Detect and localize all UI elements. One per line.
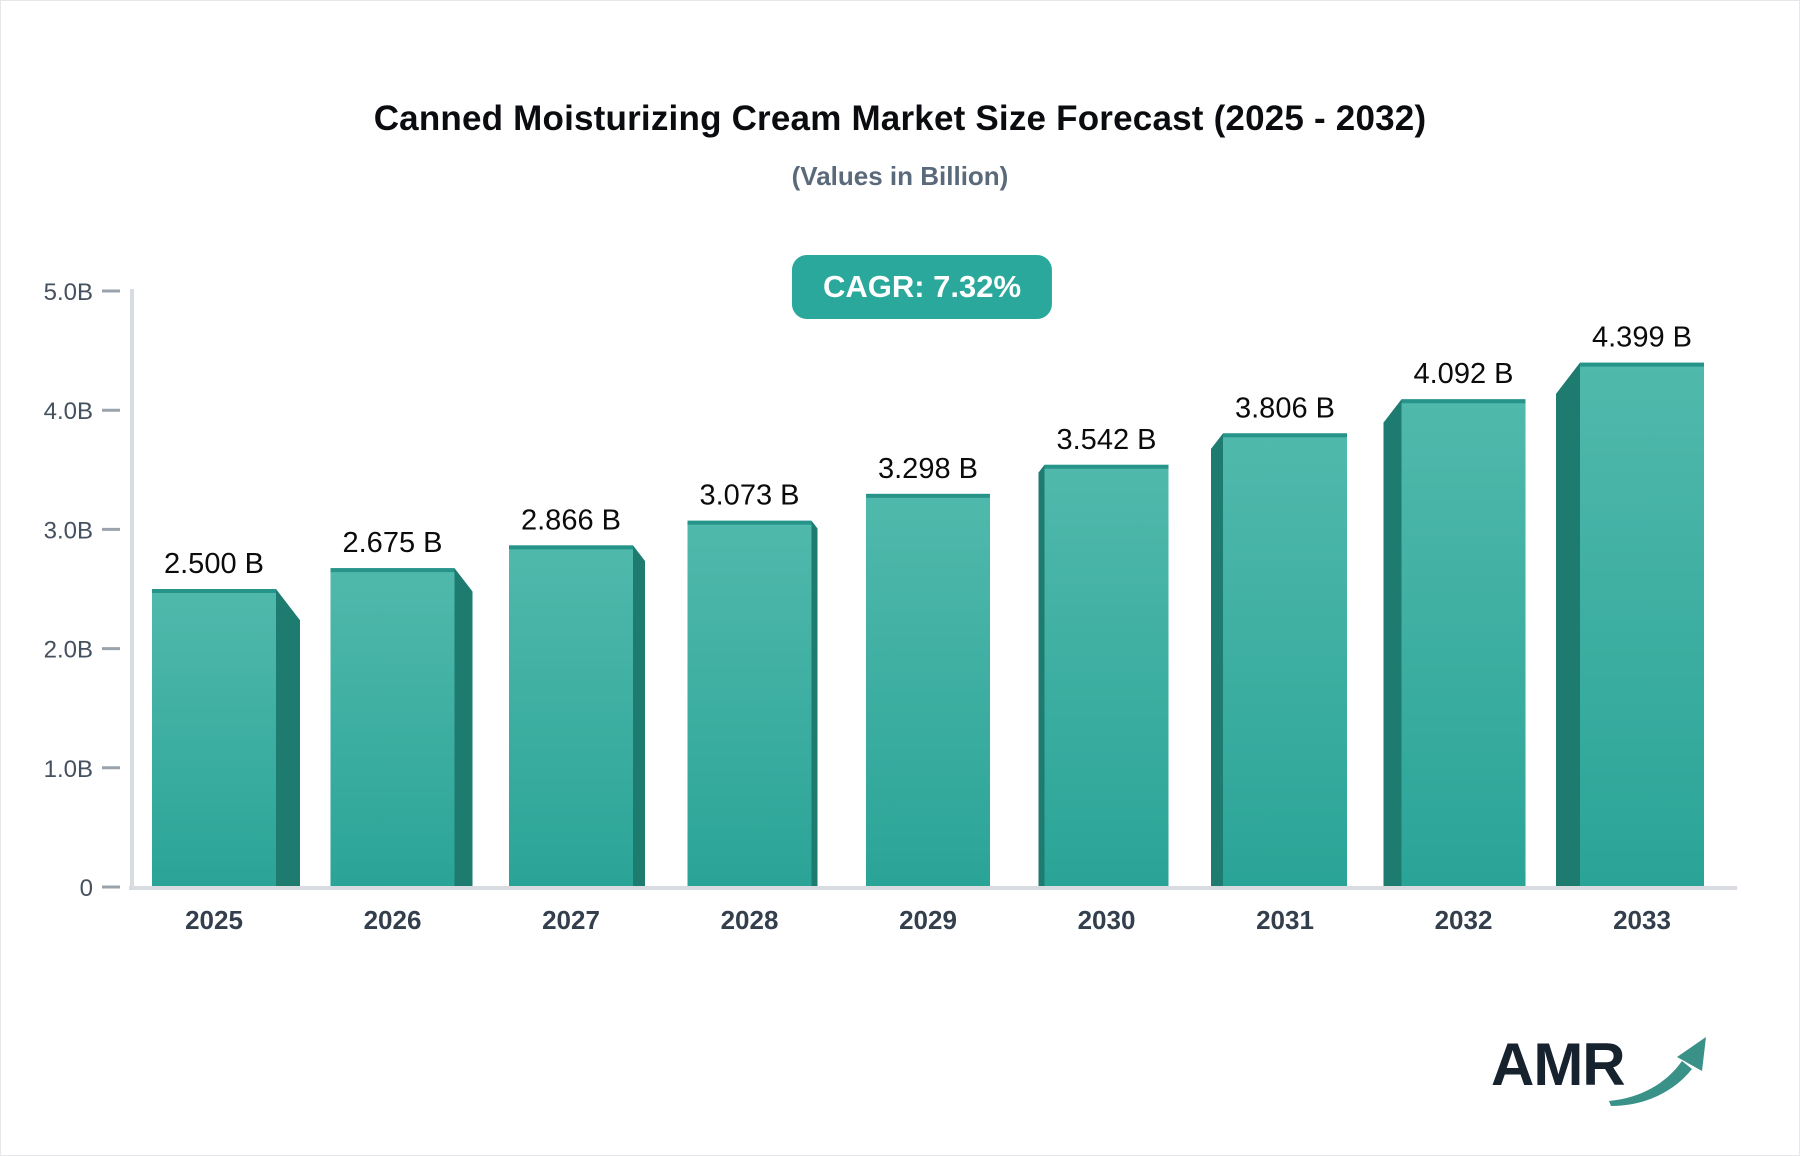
bar-value-label: 3.073 B (700, 480, 800, 512)
bar-front-face (1401, 399, 1526, 887)
bar-2025: 2.500 B 2025 (152, 548, 300, 935)
bar-front-face (509, 545, 633, 887)
x-tick-label: 2029 (899, 905, 957, 935)
y-tick-label: 1.0B (44, 756, 93, 783)
y-tick-label: 2.0B (44, 637, 93, 664)
bar-front-face (687, 520, 812, 887)
amr-logo: AMR (1491, 1031, 1706, 1107)
bar-value-label: 3.542 B (1057, 424, 1157, 456)
bar-top-edge (1223, 433, 1347, 438)
y-tick-label: 5.0B (44, 279, 93, 306)
bar-2032: 4.092 B 2032 (1383, 358, 1526, 935)
bar-top-edge (687, 520, 812, 525)
x-tick-label: 2027 (542, 905, 600, 935)
bar-value-label: 3.298 B (878, 453, 978, 485)
y-tick-label: 3.0B (44, 517, 93, 544)
bar-value-label: 3.806 B (1235, 392, 1335, 424)
bars: 2.500 B 2025 2.675 B 2026 2.866 B 2027 3.073 B… (152, 322, 1704, 935)
y-axis: 5.0B 4.0B 3.0B 2.0B 1.0B 0 (44, 279, 120, 902)
x-tick-label: 2031 (1256, 905, 1314, 935)
x-tick-label: 2026 (364, 905, 422, 935)
bar-top-edge (152, 589, 276, 593)
x-tick-label: 2032 (1435, 905, 1493, 935)
bar-2026: 2.675 B 2026 (330, 527, 473, 935)
bar-side-face (1211, 433, 1223, 887)
x-tick-label: 2033 (1613, 905, 1671, 935)
bar-side-face (276, 589, 300, 887)
chart-title: Canned Moisturizing Cream Market Size Fo… (373, 99, 1427, 138)
bar-top-edge (330, 568, 455, 573)
bar-front-face (152, 589, 276, 887)
bar-front-face (866, 493, 990, 887)
bar-side-face (1556, 362, 1580, 888)
bar-2031: 3.806 B 2031 (1211, 392, 1347, 935)
bar-2027: 2.866 B 2027 (509, 504, 645, 935)
bar-front-face (330, 568, 455, 887)
bar-2029: 3.298 B 2029 (866, 453, 990, 935)
bar-side-face (1383, 399, 1402, 887)
bar-2028: 3.073 B 2028 (687, 480, 818, 935)
growth-arrow-icon (1609, 1037, 1706, 1106)
bar-front-face (1044, 464, 1169, 887)
bar-top-edge (509, 545, 633, 550)
bar-value-label: 2.675 B (343, 527, 443, 559)
bar-front-face (1223, 433, 1347, 887)
bar-top-edge (866, 493, 990, 498)
x-tick-label: 2028 (721, 905, 779, 935)
bar-top-edge (1580, 362, 1704, 367)
x-tick-label: 2030 (1078, 905, 1136, 935)
chart-subtitle: (Values in Billion) (791, 161, 1009, 191)
cagr-badge: CAGR: 7.32% (791, 255, 1053, 319)
bar-2033: 4.399 B 2033 (1556, 322, 1704, 935)
axes (129, 289, 1737, 890)
bar-value-label: 2.500 B (164, 548, 264, 580)
bar-value-label: 4.399 B (1592, 322, 1692, 354)
bar-top-edge (1044, 464, 1169, 469)
amr-logo-text: AMR (1491, 1031, 1626, 1098)
y-tick-label: 0 (80, 875, 93, 902)
bar-value-label: 2.866 B (521, 504, 621, 536)
bar-front-face (1580, 362, 1704, 888)
x-tick-label: 2025 (185, 905, 243, 935)
bar-side-face (811, 520, 818, 887)
bar-side-face (454, 568, 473, 887)
bar-2030: 3.542 B 2030 (1038, 424, 1169, 935)
bar-top-edge (1401, 399, 1526, 404)
bar-value-label: 4.092 B (1414, 358, 1514, 390)
y-tick-label: 4.0B (44, 398, 93, 425)
bar-side-face (633, 545, 645, 887)
bar-side-face (1038, 464, 1045, 887)
